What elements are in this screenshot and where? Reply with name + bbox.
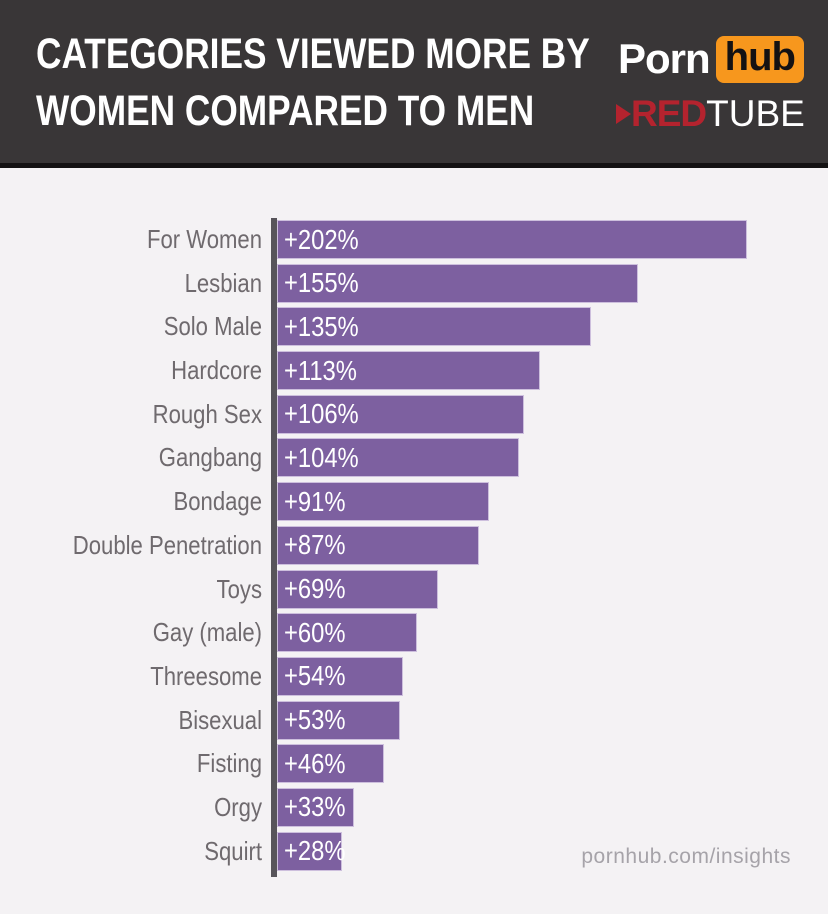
- category-label: Gangbang: [158, 442, 262, 473]
- bar-row: Solo Male +135%: [0, 307, 747, 347]
- bar-row: Hardcore +113%: [0, 351, 747, 391]
- bar-row: Bondage +91%: [0, 482, 747, 522]
- bar: +113%: [277, 351, 540, 391]
- category-label: Hardcore: [171, 355, 262, 386]
- pornhub-logo: Porn hub: [618, 35, 804, 83]
- redtube-logo-tube-text: TUBE: [706, 93, 805, 134]
- category-label: Orgy: [214, 791, 262, 822]
- header: CATEGORIES VIEWED MORE BY WOMEN COMPARED…: [0, 0, 828, 168]
- bar: +28%: [277, 831, 346, 871]
- bar: +104%: [277, 438, 519, 478]
- bar-row: Orgy +33%: [0, 787, 747, 827]
- bar-value-label: +69%: [283, 573, 346, 604]
- bar-value-label: +91%: [283, 485, 346, 517]
- bar: +135%: [277, 307, 592, 347]
- bar-value-label: +135%: [283, 310, 359, 342]
- bar: +60%: [277, 613, 417, 653]
- bar-value-label: +33%: [283, 791, 346, 823]
- bar: +87%: [277, 525, 480, 565]
- category-label: Rough Sex: [152, 398, 262, 429]
- bar-value-label: +106%: [283, 398, 359, 430]
- category-label: Bondage: [173, 486, 262, 517]
- bar: +53%: [277, 700, 401, 740]
- bar-row: Lesbian +155%: [0, 263, 747, 303]
- bar-value-label: +54%: [283, 660, 346, 692]
- bar-row: Toys +69%: [0, 569, 747, 609]
- bar: +54%: [277, 656, 403, 696]
- bar: +69%: [277, 569, 438, 609]
- bar-row: Fisting +46%: [0, 744, 747, 784]
- bar: +46%: [277, 744, 385, 784]
- chart-title-line1: CATEGORIES VIEWED MORE BY: [36, 30, 590, 78]
- redtube-logo-red-text: RED: [631, 93, 707, 134]
- bar: +155%: [277, 263, 638, 303]
- source-url: pornhub.com/insights: [581, 845, 791, 868]
- pornhub-logo-porn-text: Porn: [618, 35, 711, 82]
- redtube-logo: RED TUBE: [616, 93, 805, 134]
- bar: +106%: [277, 394, 524, 434]
- bar-row: Double Penetration +87%: [0, 525, 747, 565]
- bar-row: Gay (male) +60%: [0, 613, 747, 653]
- bar-value-label: +28%: [283, 835, 346, 867]
- category-label: Threesome: [150, 660, 262, 691]
- bar-row: Gangbang +104%: [0, 438, 747, 478]
- bar-value-label: +53%: [283, 704, 346, 736]
- category-label: Bisexual: [178, 704, 262, 735]
- bar: +202%: [277, 220, 747, 259]
- bar-row: Threesome +54%: [0, 656, 747, 696]
- bar-value-label: +46%: [283, 747, 346, 779]
- bar-row: Bisexual +53%: [0, 700, 747, 740]
- category-label: Toys: [216, 573, 262, 604]
- category-label: Double Penetration: [72, 529, 263, 560]
- bar-row: Squirt +28%: [0, 831, 747, 871]
- category-label: Fisting: [196, 748, 262, 779]
- bar-row: Rough Sex +106%: [0, 394, 747, 434]
- chart-title: CATEGORIES VIEWED MORE BY WOMEN COMPARED…: [36, 26, 590, 140]
- category-label: Lesbian: [184, 267, 262, 298]
- bar-value-label: +104%: [283, 441, 359, 473]
- bar-value-label: +113%: [283, 354, 357, 386]
- play-triangle-icon: [616, 104, 631, 124]
- pornhub-logo-hub-badge: hub: [715, 35, 804, 83]
- bar-value-label: +60%: [283, 616, 346, 648]
- bar-value-label: +87%: [283, 529, 346, 561]
- bar-chart: For Women +202% Lesbian +155% Solo Male +135%…: [0, 168, 828, 914]
- bar-value-label: +155%: [283, 267, 359, 299]
- bar-value-label: +202%: [283, 223, 359, 255]
- bar: +33%: [277, 787, 354, 827]
- category-label: Squirt: [204, 835, 262, 866]
- chart-title-line2: WOMEN COMPARED TO MEN: [36, 87, 535, 135]
- bar-row: For Women +202%: [0, 220, 747, 259]
- category-label: For Women: [146, 224, 262, 254]
- y-axis-line: [271, 218, 277, 877]
- bar-rows: For Women +202% Lesbian +155% Solo Male +135%…: [0, 220, 747, 875]
- bar: +91%: [277, 482, 489, 522]
- category-label: Solo Male: [163, 311, 262, 342]
- category-label: Gay (male): [152, 617, 262, 648]
